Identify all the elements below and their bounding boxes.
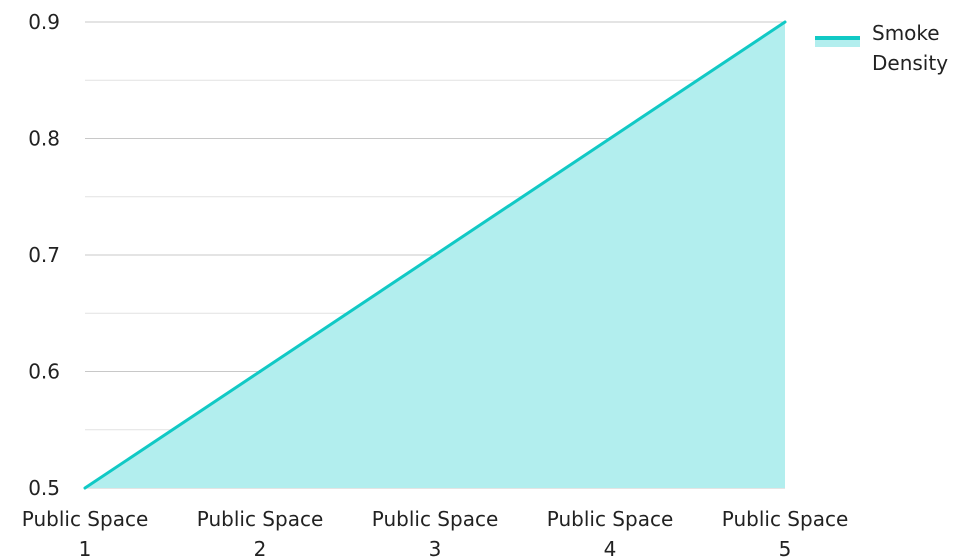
x-tick-label-line: 2 — [254, 537, 267, 560]
line-layer — [83, 20, 787, 490]
series-line-segment — [258, 253, 437, 373]
y-tick-label: 0.5 — [28, 476, 60, 500]
x-tick-label-line: Public Space — [722, 507, 849, 531]
x-tick-label: Public Space 2 — [197, 507, 324, 560]
series-line-segment — [433, 137, 612, 257]
series-line-segment — [608, 20, 787, 140]
x-tick-label-line: 5 — [779, 537, 792, 560]
y-axis: 0.5 0.6 0.7 0.8 0.9 — [28, 10, 60, 500]
legend-swatch-fill — [815, 40, 860, 47]
y-tick-label: 0.9 — [28, 10, 60, 34]
x-tick-label-line: 1 — [79, 537, 92, 560]
x-tick-label-line: Public Space — [372, 507, 499, 531]
x-tick-label-line: 3 — [429, 537, 442, 560]
y-tick-label: 0.7 — [28, 243, 60, 267]
x-tick-label: Public Space 1 — [22, 507, 149, 560]
legend-label-line: Density — [872, 51, 948, 75]
x-tick-label-line: Public Space — [197, 507, 324, 531]
legend-label-line: Smoke — [872, 21, 940, 45]
x-tick-label: Public Space 5 — [722, 507, 849, 560]
series-line-segment — [83, 370, 262, 490]
x-tick-label-line: Public Space — [547, 507, 674, 531]
x-tick-label: Public Space 4 — [547, 507, 674, 560]
legend: Smoke Density — [815, 21, 948, 75]
x-tick-label-line: 4 — [604, 537, 617, 560]
legend-label: Smoke Density — [872, 21, 948, 75]
y-tick-label: 0.8 — [28, 127, 60, 151]
y-tick-label: 0.6 — [28, 360, 60, 384]
x-tick-label-line: Public Space — [22, 507, 149, 531]
x-tick-label: Public Space 3 — [372, 507, 499, 560]
